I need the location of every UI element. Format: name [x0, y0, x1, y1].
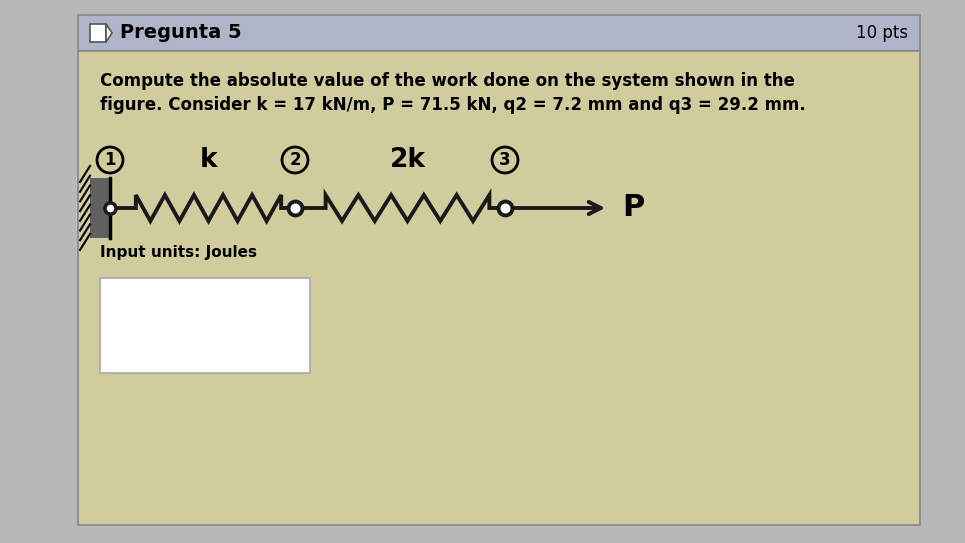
Text: 2: 2	[290, 151, 301, 169]
Text: k: k	[200, 147, 217, 173]
Text: Compute the absolute value of the work done on the system shown in the: Compute the absolute value of the work d…	[100, 72, 795, 90]
Polygon shape	[106, 24, 112, 42]
Text: 2k: 2k	[390, 147, 426, 173]
Text: 3: 3	[499, 151, 510, 169]
Text: 1: 1	[104, 151, 116, 169]
Bar	[78, 15, 920, 51]
FancyBboxPatch shape	[90, 24, 106, 42]
Text: 10 pts: 10 pts	[856, 24, 908, 42]
Text: Pregunta 5: Pregunta 5	[120, 23, 241, 42]
Bar	[90, 178, 110, 238]
Text: P: P	[622, 193, 645, 223]
Bar	[100, 278, 310, 373]
Text: Input units: Joules: Input units: Joules	[100, 245, 257, 261]
Bar	[78, 51, 920, 525]
Text: figure. Consider k = 17 kN/m, P = 71.5 kN, q2 = 7.2 mm and q3 = 29.2 mm.: figure. Consider k = 17 kN/m, P = 71.5 k…	[100, 96, 806, 114]
